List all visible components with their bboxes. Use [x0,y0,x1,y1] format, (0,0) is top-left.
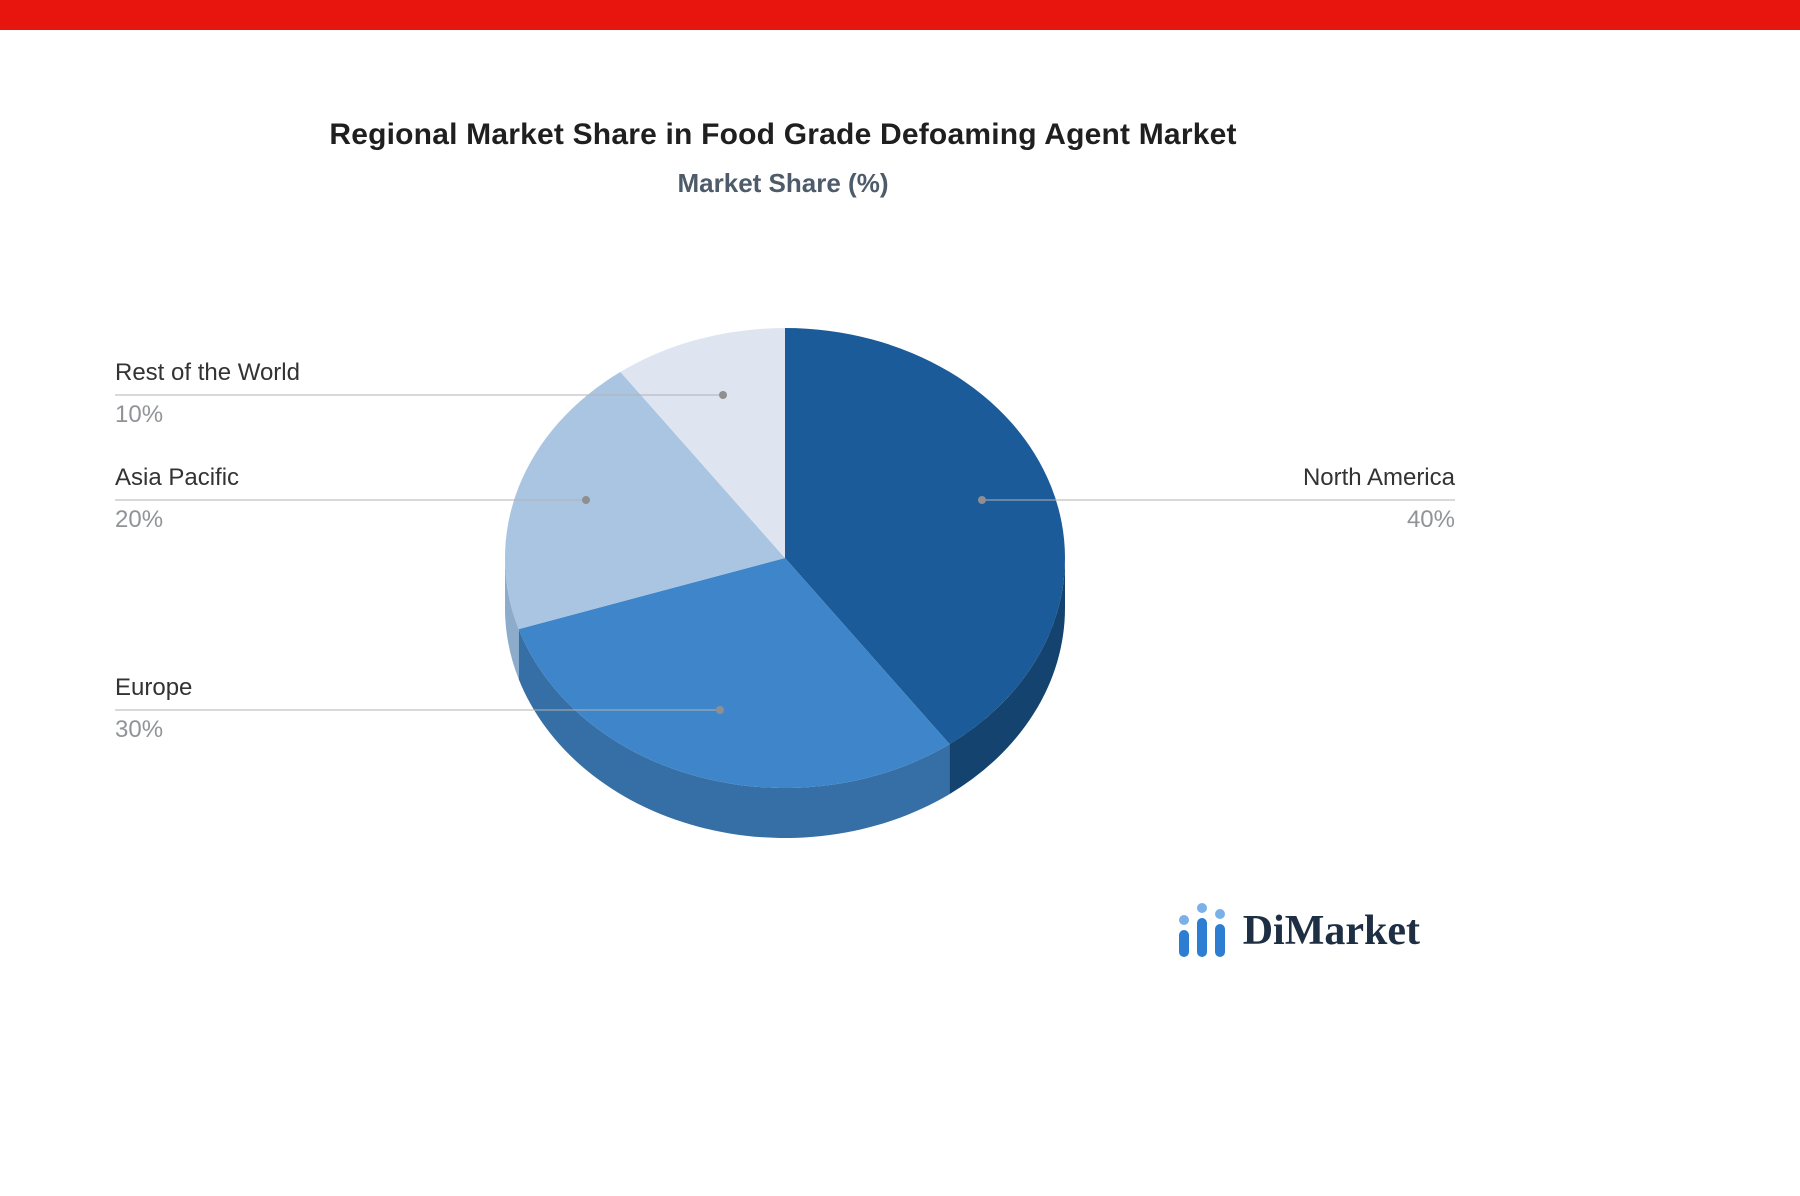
chart-subtitle: Market Share (%) [677,168,889,198]
callout-dot-2 [582,496,590,504]
pie-slice-side-0 [949,558,1065,795]
logo-icon-dot [1178,915,1189,925]
callout-europe: Europe 30% [115,674,475,744]
chart-title: Regional Market Share in Food Grade Defo… [329,118,1237,151]
callout-label: Asia Pacific [115,464,240,491]
pie-slice-2 [504,371,785,630]
callout-value: 20% [115,506,164,533]
callout-label: Rest of the World [115,359,300,386]
pie-slice-1 [518,558,950,788]
bar-chart-icon [1178,903,1225,957]
callout-dot-0 [978,496,986,504]
top-accent-bar [0,0,1800,30]
callout-north-america: North America 40% [1095,464,1455,534]
callout-dot-1 [716,706,724,714]
pie-slice-side-1 [518,629,950,838]
callout-dot-3 [719,391,727,399]
dimarket-logo: DiMarket [1175,903,1420,957]
logo-icon-bar [1178,930,1189,957]
callout-value: 30% [115,716,164,743]
callout-label: North America [1302,464,1455,491]
callout-value: 10% [115,401,164,428]
logo-icon-bar [1196,918,1207,957]
logo-icon-dot [1214,909,1225,919]
logo-icon-bar [1214,924,1225,957]
pie-slice-3 [620,328,785,558]
pie-slice-side-2 [504,558,519,680]
pie-slice-0 [785,328,1065,745]
callout-label: Europe [115,674,193,701]
logo-icon-dot [1196,903,1207,913]
logo-text: DiMarket [1242,908,1420,954]
callout-rest-of-the-world: Rest of the World 10% [115,359,475,429]
callout-asia-pacific: Asia Pacific 20% [115,464,475,534]
callout-value: 40% [1406,506,1455,533]
